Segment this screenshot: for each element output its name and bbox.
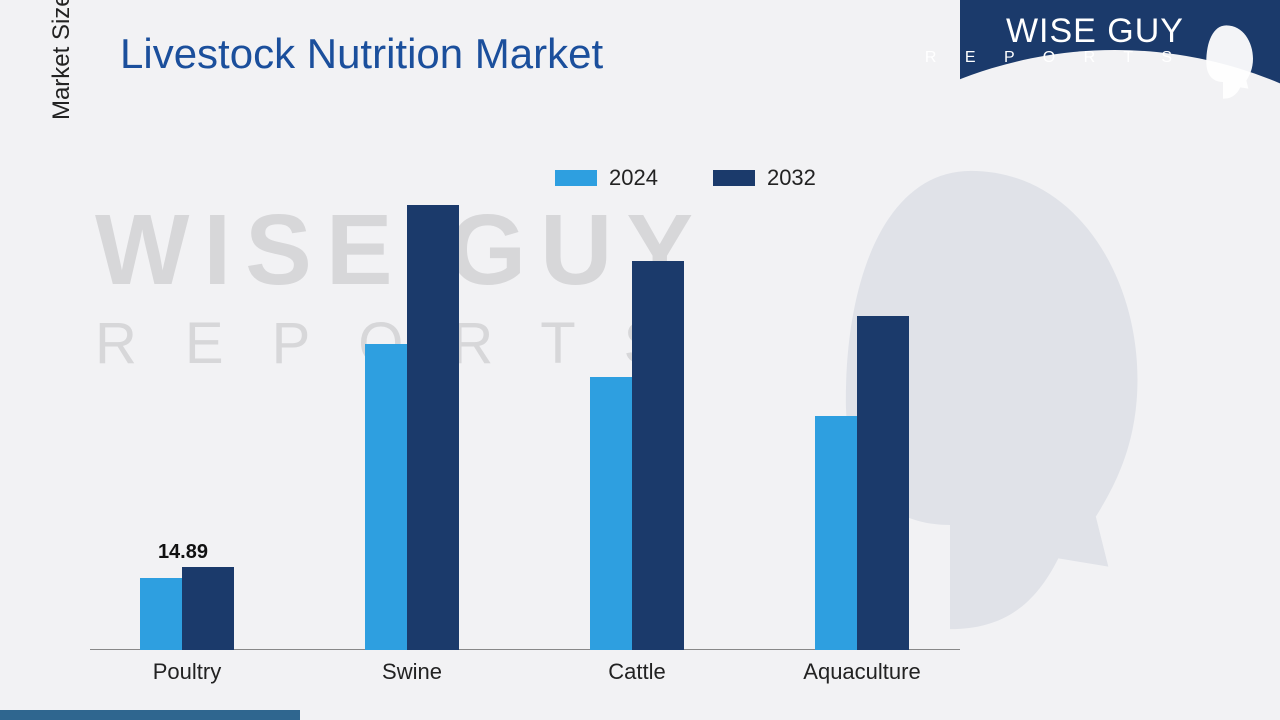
legend-swatch-2032 bbox=[713, 170, 755, 186]
brand-line-2: R E P O R T S bbox=[925, 49, 1184, 67]
category-label: Aquaculture bbox=[803, 659, 920, 685]
y-axis-label: Market Size in USD Billion bbox=[48, 0, 76, 190]
bar-group: Swine bbox=[365, 205, 459, 650]
legend: 2024 2032 bbox=[555, 165, 816, 191]
bottom-accent-rule bbox=[0, 710, 300, 720]
bar bbox=[632, 261, 684, 650]
legend-label-2032: 2032 bbox=[767, 165, 816, 191]
bar: 14.89 bbox=[182, 567, 234, 650]
legend-label-2024: 2024 bbox=[609, 165, 658, 191]
bar bbox=[407, 205, 459, 650]
bar-value-label: 14.89 bbox=[158, 541, 208, 564]
bar bbox=[857, 316, 909, 650]
category-label: Poultry bbox=[153, 659, 221, 685]
plot-area: 14.89Poultry Swine Cattle Aquaculture bbox=[90, 205, 960, 650]
brand-logo: WISE GUY R E P O R T S bbox=[925, 12, 1258, 67]
legend-item-2024: 2024 bbox=[555, 165, 658, 191]
chart-title: Livestock Nutrition Market bbox=[120, 30, 603, 78]
brand-line-1: WISE GUY bbox=[925, 12, 1184, 51]
category-label: Cattle bbox=[608, 659, 665, 685]
chart-canvas: WISE GUY REPORTS Livestock Nutrition Mar… bbox=[0, 0, 1280, 720]
category-label: Swine bbox=[382, 659, 442, 685]
bar-group: Aquaculture bbox=[815, 316, 909, 650]
legend-swatch-2024 bbox=[555, 170, 597, 186]
bar-group: Cattle bbox=[590, 261, 684, 650]
legend-item-2032: 2032 bbox=[713, 165, 816, 191]
bar-group: 14.89Poultry bbox=[140, 567, 234, 650]
